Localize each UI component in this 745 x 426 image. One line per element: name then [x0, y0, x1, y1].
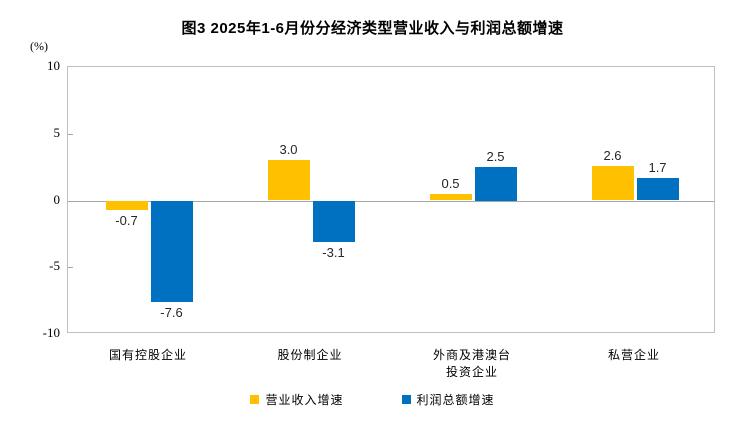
y-tick-mark	[68, 267, 73, 269]
bar-value-label: 2.6	[603, 147, 622, 163]
category-label: 私营企业	[607, 348, 661, 362]
plot-area: -0.7 -7.6 3.0 -3.1 0.5 2.5 2.6 1.7	[67, 66, 715, 333]
y-tick-label: 0	[53, 191, 61, 207]
bar-value-label: -7.6	[160, 304, 183, 320]
bar-profit	[150, 200, 193, 302]
legend-label-revenue: 营业收入增速	[265, 393, 344, 407]
bar-value-label: 2.5	[486, 149, 505, 165]
bar-revenue	[105, 200, 148, 210]
bar-value-label: 1.7	[648, 159, 667, 175]
legend-swatch-profit-icon	[401, 395, 411, 404]
legend-label-profit: 利润总额增速	[416, 393, 495, 407]
x-axis-labels: 国有控股企业 股份制企业 外商及港澳台 投资企业 私营企业	[67, 347, 715, 389]
legend-swatch-revenue-icon	[250, 395, 260, 404]
legend-item-revenue: 营业收入增速	[250, 391, 343, 408]
bar-profit	[474, 167, 517, 201]
y-tick-label: -10	[42, 325, 60, 340]
y-tick-label: 5	[53, 124, 61, 140]
y-tick-label: 10	[47, 58, 60, 73]
category-label: 外商及港澳台 投资企业	[432, 348, 512, 379]
legend: 营业收入增速 利润总额增速	[0, 391, 745, 408]
category-label: 股份制企业	[277, 348, 343, 362]
legend-item-profit: 利润总额增速	[401, 391, 495, 408]
bar-value-label: 0.5	[441, 175, 460, 191]
y-axis-unit-label: (%)	[30, 39, 48, 53]
bar-value-label: 3.0	[279, 142, 298, 158]
bar-revenue	[267, 160, 310, 201]
bar-profit	[636, 177, 679, 201]
y-tick-label: -5	[49, 258, 60, 274]
category-label: 国有控股企业	[108, 348, 188, 362]
y-tick-mark	[68, 133, 73, 135]
bar-revenue	[591, 165, 634, 201]
zero-line	[68, 200, 714, 202]
bar-value-label: -0.7	[115, 212, 138, 228]
chart-title: 图3 2025年1-6月份分经济类型营业收入与利润总额增速	[181, 20, 564, 37]
y-axis: 10 5 0 -5 -10	[0, 58, 61, 340]
bar-revenue	[429, 193, 472, 201]
bar-value-label: -3.1	[322, 244, 345, 260]
bar-profit	[312, 200, 355, 242]
